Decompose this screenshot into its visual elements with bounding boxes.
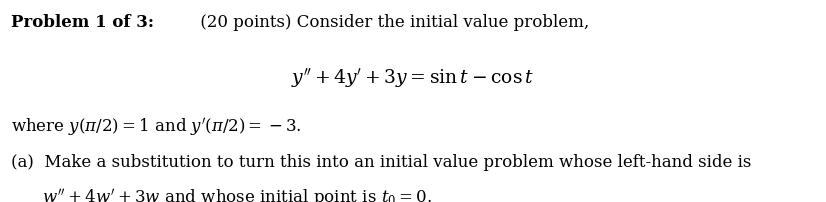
Text: $y^{\prime\prime} + 4y^{\prime} + 3y = \sin t - \cos t$: $y^{\prime\prime} + 4y^{\prime} + 3y = \…: [292, 67, 534, 90]
Text: (20 points) Consider the initial value problem,: (20 points) Consider the initial value p…: [195, 14, 590, 31]
Text: Problem 1 of 3:: Problem 1 of 3:: [11, 14, 154, 31]
Text: (a)  Make a substitution to turn this into an initial value problem whose left-h: (a) Make a substitution to turn this int…: [11, 154, 751, 170]
Text: where $y(\pi/2) = 1$ and $y^{\prime}(\pi/2) = -3$.: where $y(\pi/2) = 1$ and $y^{\prime}(\pi…: [11, 117, 301, 139]
Text: $w^{\prime\prime} + 4w^{\prime} + 3w$ and whose initial point is $t_0 = 0$.: $w^{\prime\prime} + 4w^{\prime} + 3w$ an…: [11, 188, 432, 202]
